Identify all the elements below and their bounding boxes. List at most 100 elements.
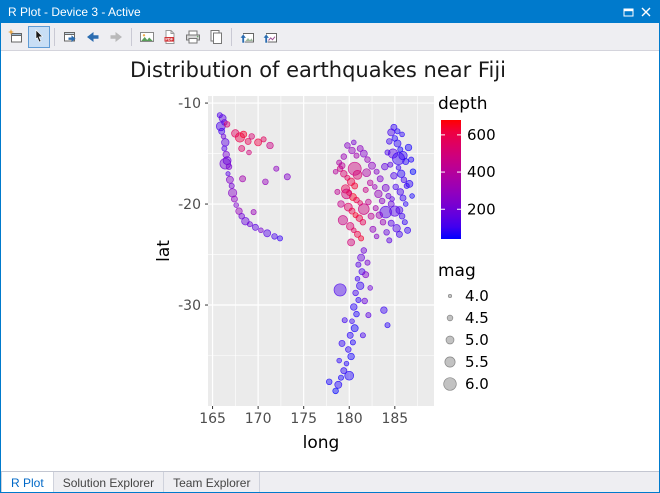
data-point [271,233,278,240]
data-point [353,310,360,318]
print-icon[interactable] [182,26,204,48]
data-point [326,378,333,385]
data-point [349,339,356,346]
data-point [358,203,370,215]
data-point [239,130,248,139]
data-point [230,195,238,203]
data-point [248,133,255,140]
data-point [359,332,366,339]
data-point [343,360,350,367]
data-point [359,149,368,158]
save-pdf-icon[interactable]: PDF [159,26,181,48]
pointer-tool-icon[interactable] [28,25,50,48]
data-point [386,138,393,145]
data-point [344,370,355,381]
tab-team-explorer[interactable]: Team Explorer [164,472,261,492]
data-point [338,339,346,347]
data-point [353,152,360,159]
data-point [246,221,253,228]
data-point [395,164,402,171]
svg-text:400: 400 [467,163,496,181]
data-point [334,188,341,195]
data-point [409,168,417,175]
data-point [369,225,377,233]
data-point [356,281,365,290]
svg-text:180: 180 [336,411,363,427]
tab-r-plot[interactable]: R Plot [1,472,54,492]
data-point [337,200,345,208]
new-plot-window-icon[interactable] [5,26,27,48]
data-point [396,188,404,196]
data-point [357,253,365,262]
window-position-icon[interactable] [619,3,637,21]
data-point [386,237,393,244]
svg-text:5.5: 5.5 [465,353,489,371]
close-icon[interactable] [637,3,655,21]
data-point [360,247,367,254]
data-point [244,137,252,145]
data-point [376,175,384,183]
data-point [362,168,371,178]
svg-text:185: 185 [381,411,408,427]
data-point [334,380,343,389]
y-axis-title: lat [154,240,174,262]
tab-solution-explorer[interactable]: Solution Explorer [54,472,165,492]
points-layer [215,112,417,395]
svg-text:4.0: 4.0 [465,287,489,305]
data-point [383,229,390,236]
plot-canvas[interactable]: Distribution of earthquakes near Fiji 165… [1,51,659,471]
data-point [387,219,395,227]
data-point [402,201,409,207]
data-point [387,161,394,168]
data-point [354,230,361,238]
data-point [228,188,238,198]
data-point [337,215,348,226]
copy-bitmap-icon[interactable] [236,26,258,48]
data-point [246,149,252,156]
data-point [345,346,352,353]
svg-text:200: 200 [467,200,496,218]
svg-text:175: 175 [290,411,317,427]
data-point [239,175,247,183]
data-point [228,182,235,189]
data-point [219,157,232,170]
copy-icon[interactable] [205,26,227,48]
data-point [350,324,359,333]
data-point [393,139,402,148]
save-image-icon[interactable] [136,26,158,48]
data-point [398,212,406,220]
export-plot-icon[interactable] [59,26,81,48]
data-point [341,317,348,324]
title-bar[interactable]: R Plot - Device 3 - Active [1,1,659,23]
history-next-icon[interactable] [105,26,127,48]
data-point [399,131,405,138]
data-point [351,227,357,234]
data-point [348,146,356,155]
data-point [333,283,347,297]
data-point [351,139,357,146]
copy-metafile-icon[interactable] [259,26,281,48]
toolbar-separator [131,27,132,46]
data-point [372,205,379,212]
data-point [273,165,280,172]
data-point [354,276,361,282]
data-point [254,138,262,147]
data-point [336,357,342,364]
data-point [378,197,386,205]
data-point [350,303,358,311]
data-point [352,289,359,297]
data-point [338,162,346,170]
data-point [277,235,283,242]
data-point [364,156,371,163]
data-point [384,149,391,156]
ggplot-figure: Distribution of earthquakes near Fiji 165… [130,58,506,453]
data-point [349,318,355,324]
data-point [262,178,269,186]
svg-text:PDF: PDF [165,37,173,41]
history-previous-icon[interactable] [82,26,104,48]
data-point [381,163,389,171]
data-point [226,175,234,184]
data-point [372,184,378,190]
data-point [404,143,413,152]
x-axis-title: long [303,433,340,453]
